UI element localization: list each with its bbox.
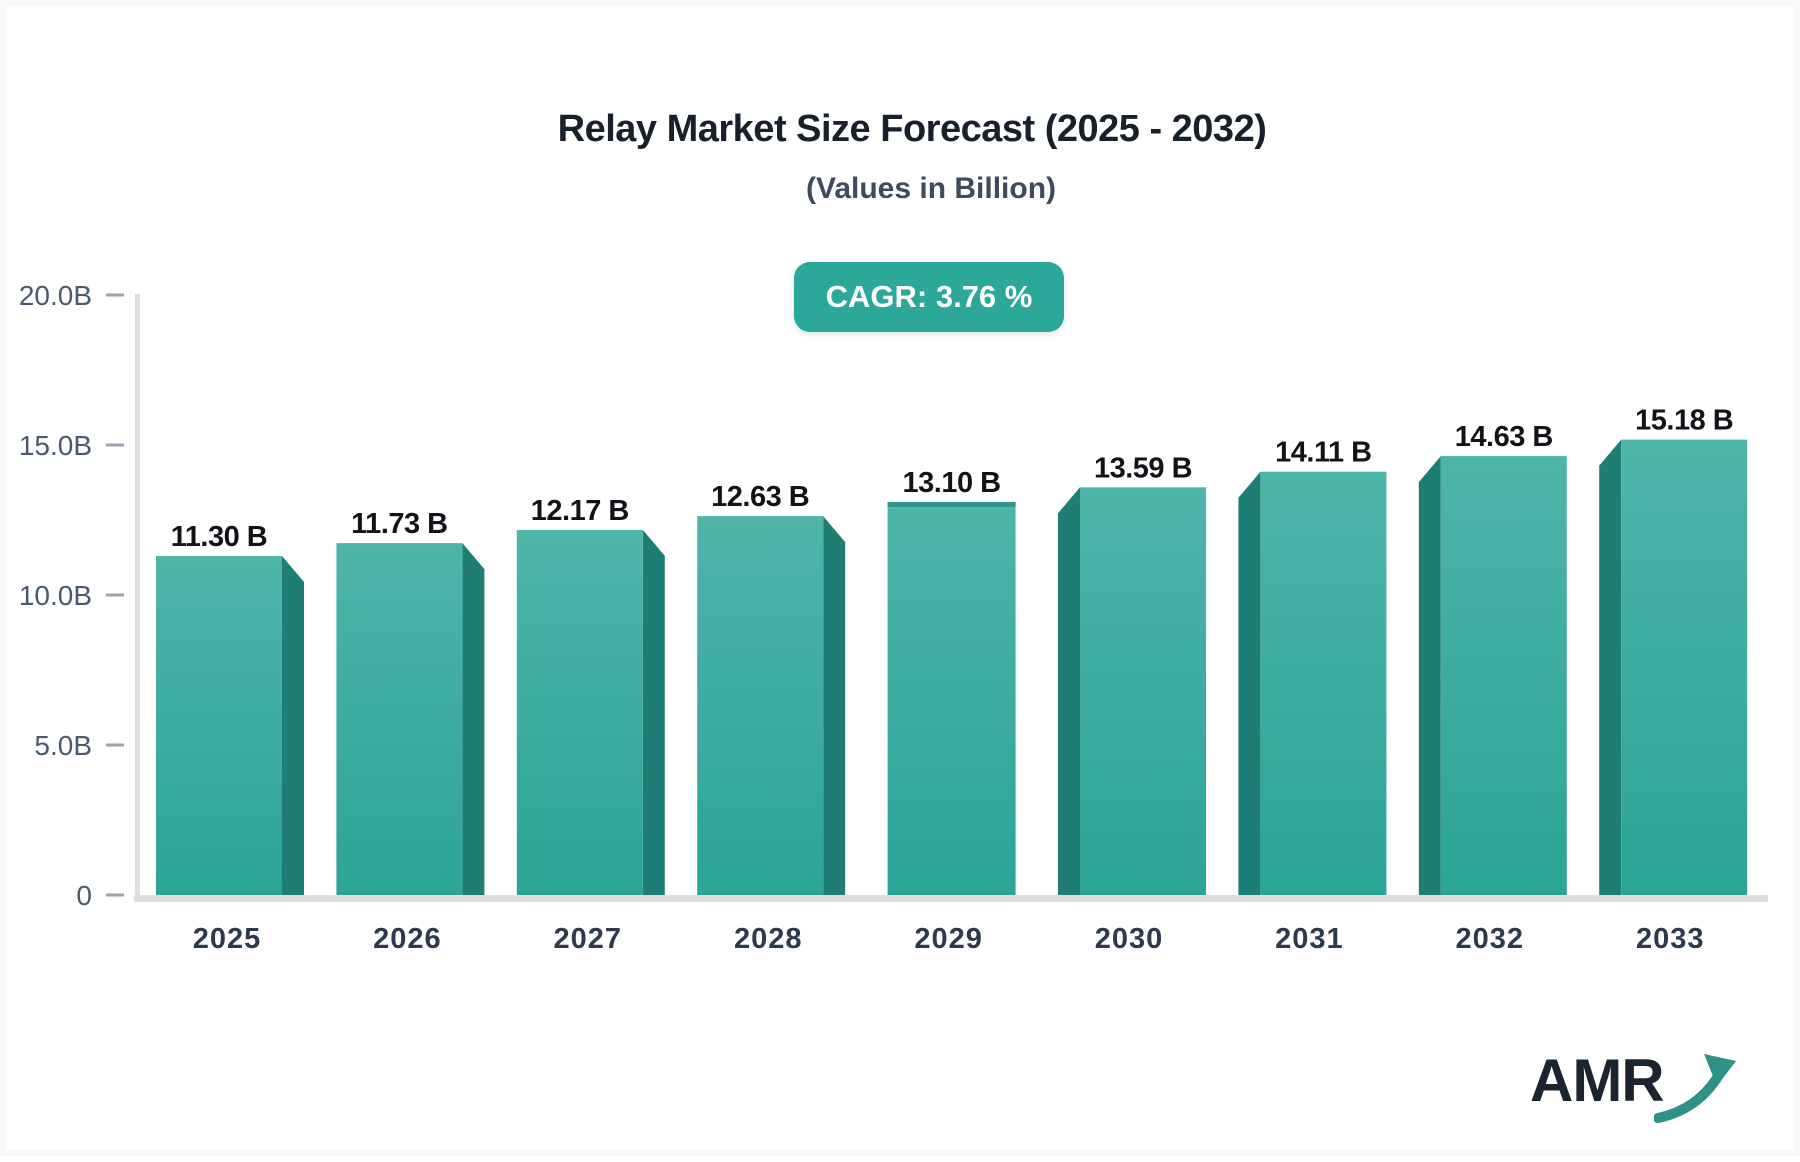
bar-2025: [156, 556, 282, 895]
bar-2033: [1621, 439, 1748, 895]
x-tick-label-2027: 2027: [554, 923, 623, 955]
bars: [156, 439, 1748, 895]
bar-2030: [1080, 487, 1206, 895]
x-tick-label-2028: 2028: [734, 923, 803, 955]
bar-value-label-2027: 12.17 B: [531, 495, 629, 527]
x-tick-label-2032: 2032: [1456, 923, 1525, 955]
bar-value-label-2026: 11.73 B: [351, 508, 447, 540]
bar-side-2027: [642, 529, 665, 895]
bar-side-2032: [1418, 456, 1441, 895]
bar-value-label-2033: 15.18 B: [1635, 405, 1733, 437]
x-tick-label-2031: 2031: [1275, 923, 1344, 955]
x-tick-label-2030: 2030: [1095, 923, 1164, 955]
x-tick-label-2025: 2025: [193, 923, 262, 955]
bar-side-2026: [462, 543, 485, 895]
chart-title: Relay Market Size Forecast (2025 - 2032): [557, 108, 1267, 150]
y-tick-label: 15.0B: [19, 430, 92, 461]
y-tick-label: 10.0B: [19, 580, 92, 611]
bar-top-edge-2029: [887, 502, 1016, 507]
bar-side-2033: [1599, 439, 1622, 895]
y-tick-label: 5.0B: [34, 730, 92, 761]
bar-2032: [1440, 456, 1567, 895]
y-tick-dash: [106, 743, 124, 747]
y-tick-label: 20.0B: [19, 280, 92, 311]
bar-value-label-2025: 11.30 B: [171, 521, 267, 553]
bar-side-2030: [1058, 487, 1080, 895]
bar-2028: [697, 516, 824, 895]
bar-2026: [336, 543, 463, 895]
y-axis-line: [135, 294, 140, 902]
bar-2029: [887, 502, 1016, 895]
amr-logo: AMR: [1530, 1046, 1742, 1126]
bar-2031: [1260, 471, 1387, 895]
chart-subtitle: (Values in Billion): [805, 172, 1057, 205]
bar-side-2031: [1238, 471, 1261, 895]
axes: 20.0B 15.0B 10.0B 5.0B 0: [19, 280, 1768, 911]
bar-value-label-2032: 14.63 B: [1455, 421, 1553, 453]
x-tick-label-2029: 2029: [914, 923, 983, 955]
bar-value-label-2029: 13.10 B: [903, 467, 1001, 499]
growth-arrow-icon: [1653, 1054, 1736, 1123]
labels: 11.30 B 2025 11.73 B 2026 12.17 B 2027 12.63 B…: [171, 405, 1734, 955]
bar-side-2025: [282, 556, 304, 895]
bar-value-label-2028: 12.63 B: [711, 481, 809, 513]
x-axis-line: [134, 895, 1768, 902]
bar-value-label-2031: 14.11 B: [1275, 437, 1371, 469]
cagr-badge: CAGR: 3.76 %: [794, 262, 1064, 332]
y-tick-dash: [106, 443, 124, 447]
y-tick-dash: [106, 893, 124, 897]
y-tick-label: 0: [76, 880, 92, 911]
y-tick-dash: [106, 293, 124, 297]
bar-2027: [516, 529, 643, 895]
x-tick-label-2026: 2026: [373, 923, 442, 955]
y-tick-dash: [106, 593, 124, 597]
bar-value-label-2030: 13.59 B: [1094, 452, 1192, 484]
x-tick-label-2033: 2033: [1636, 923, 1705, 955]
bar-side-2028: [823, 516, 846, 895]
amr-logo-text: AMR: [1530, 1047, 1665, 1114]
